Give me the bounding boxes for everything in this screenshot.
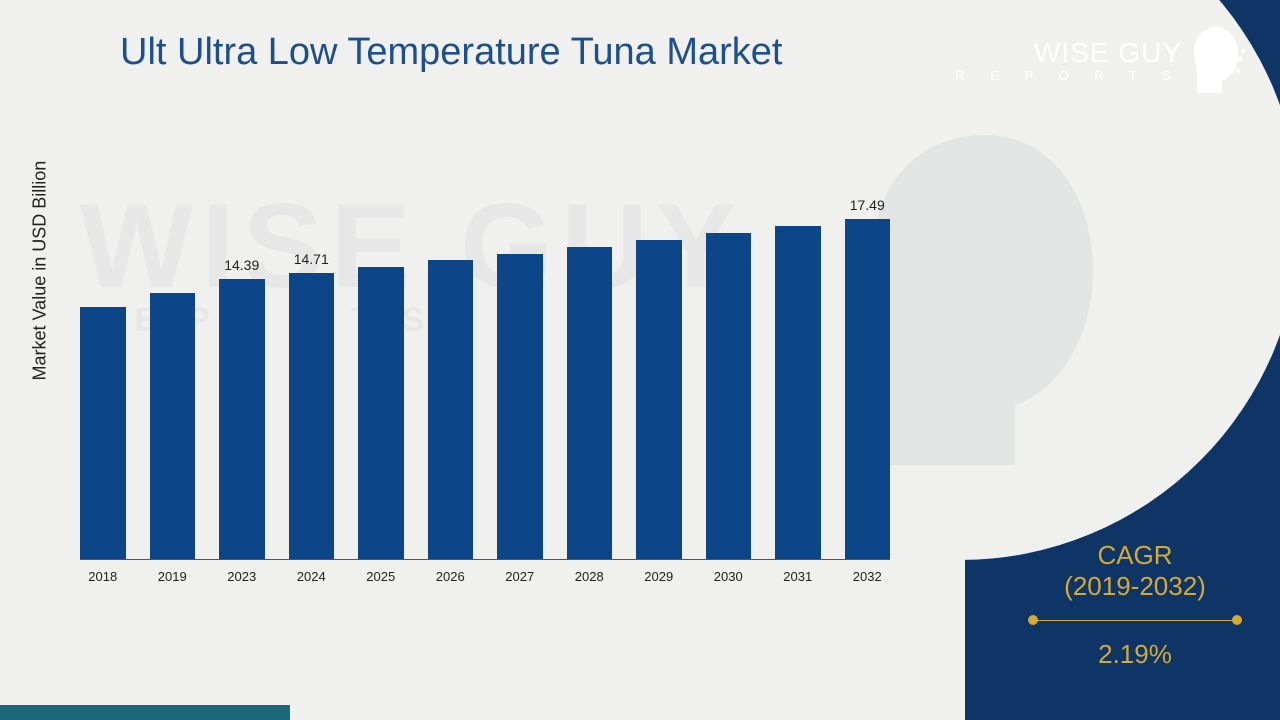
- x-axis-label: 2032: [853, 569, 882, 584]
- cagr-divider: [1030, 620, 1240, 621]
- x-axis-label: 2024: [297, 569, 326, 584]
- cagr-period: (2019-2032): [1030, 571, 1240, 602]
- bar: [706, 233, 752, 560]
- x-axis-label: 2030: [714, 569, 743, 584]
- cagr-block: CAGR (2019-2032) 2.19%: [1030, 540, 1240, 670]
- x-axis-label: 2031: [783, 569, 812, 584]
- bar: [358, 267, 404, 560]
- bar-wrap: 2019: [150, 293, 196, 560]
- logo: WISE GUY R E P O R T S: [955, 25, 1250, 95]
- bar-wrap: 2018: [80, 307, 126, 561]
- x-axis-label: 2028: [575, 569, 604, 584]
- bar-wrap: 2029: [636, 240, 682, 560]
- bar-wrap: 2027: [497, 254, 543, 560]
- bar-wrap: 2026: [428, 260, 474, 560]
- bar: [636, 240, 682, 560]
- bar-value-label: 17.49: [850, 197, 885, 213]
- bar-wrap: 17.492032: [845, 219, 891, 560]
- bar-wrap: 14.712024: [289, 273, 335, 560]
- x-axis-label: 2025: [366, 569, 395, 584]
- x-axis-label: 2019: [158, 569, 187, 584]
- bar-wrap: 2030: [706, 233, 752, 560]
- logo-main: WISE GUY: [955, 39, 1182, 67]
- bar-value-label: 14.71: [294, 251, 329, 267]
- logo-head-icon: [1188, 25, 1250, 95]
- bar-wrap: 2025: [358, 267, 404, 560]
- bar: [80, 307, 126, 561]
- x-axis-label: 2029: [644, 569, 673, 584]
- bar-wrap: 2028: [567, 247, 613, 560]
- cagr-value: 2.19%: [1030, 639, 1240, 670]
- bar: [567, 247, 613, 560]
- x-axis-label: 2018: [88, 569, 117, 584]
- bar-wrap: 2031: [775, 226, 821, 560]
- bottom-accent-bar: [0, 705, 290, 720]
- bar: [845, 219, 891, 560]
- logo-sub: R E P O R T S: [955, 69, 1182, 82]
- y-axis-label: Market Value in USD Billion: [30, 161, 51, 381]
- bar: [775, 226, 821, 560]
- bar-wrap: 14.392023: [219, 279, 265, 560]
- x-axis-label: 2027: [505, 569, 534, 584]
- cagr-label: CAGR: [1030, 540, 1240, 571]
- bar: [219, 279, 265, 560]
- chart-baseline: [80, 559, 890, 560]
- bar: [497, 254, 543, 560]
- x-axis-label: 2026: [436, 569, 465, 584]
- page-title: Ult Ultra Low Temperature Tuna Market: [120, 30, 782, 76]
- x-axis-label: 2023: [227, 569, 256, 584]
- bar-value-label: 14.39: [224, 257, 259, 273]
- bar: [150, 293, 196, 560]
- bar-chart: 2018201914.39202314.71202420252026202720…: [80, 170, 890, 590]
- bar: [289, 273, 335, 560]
- bar: [428, 260, 474, 560]
